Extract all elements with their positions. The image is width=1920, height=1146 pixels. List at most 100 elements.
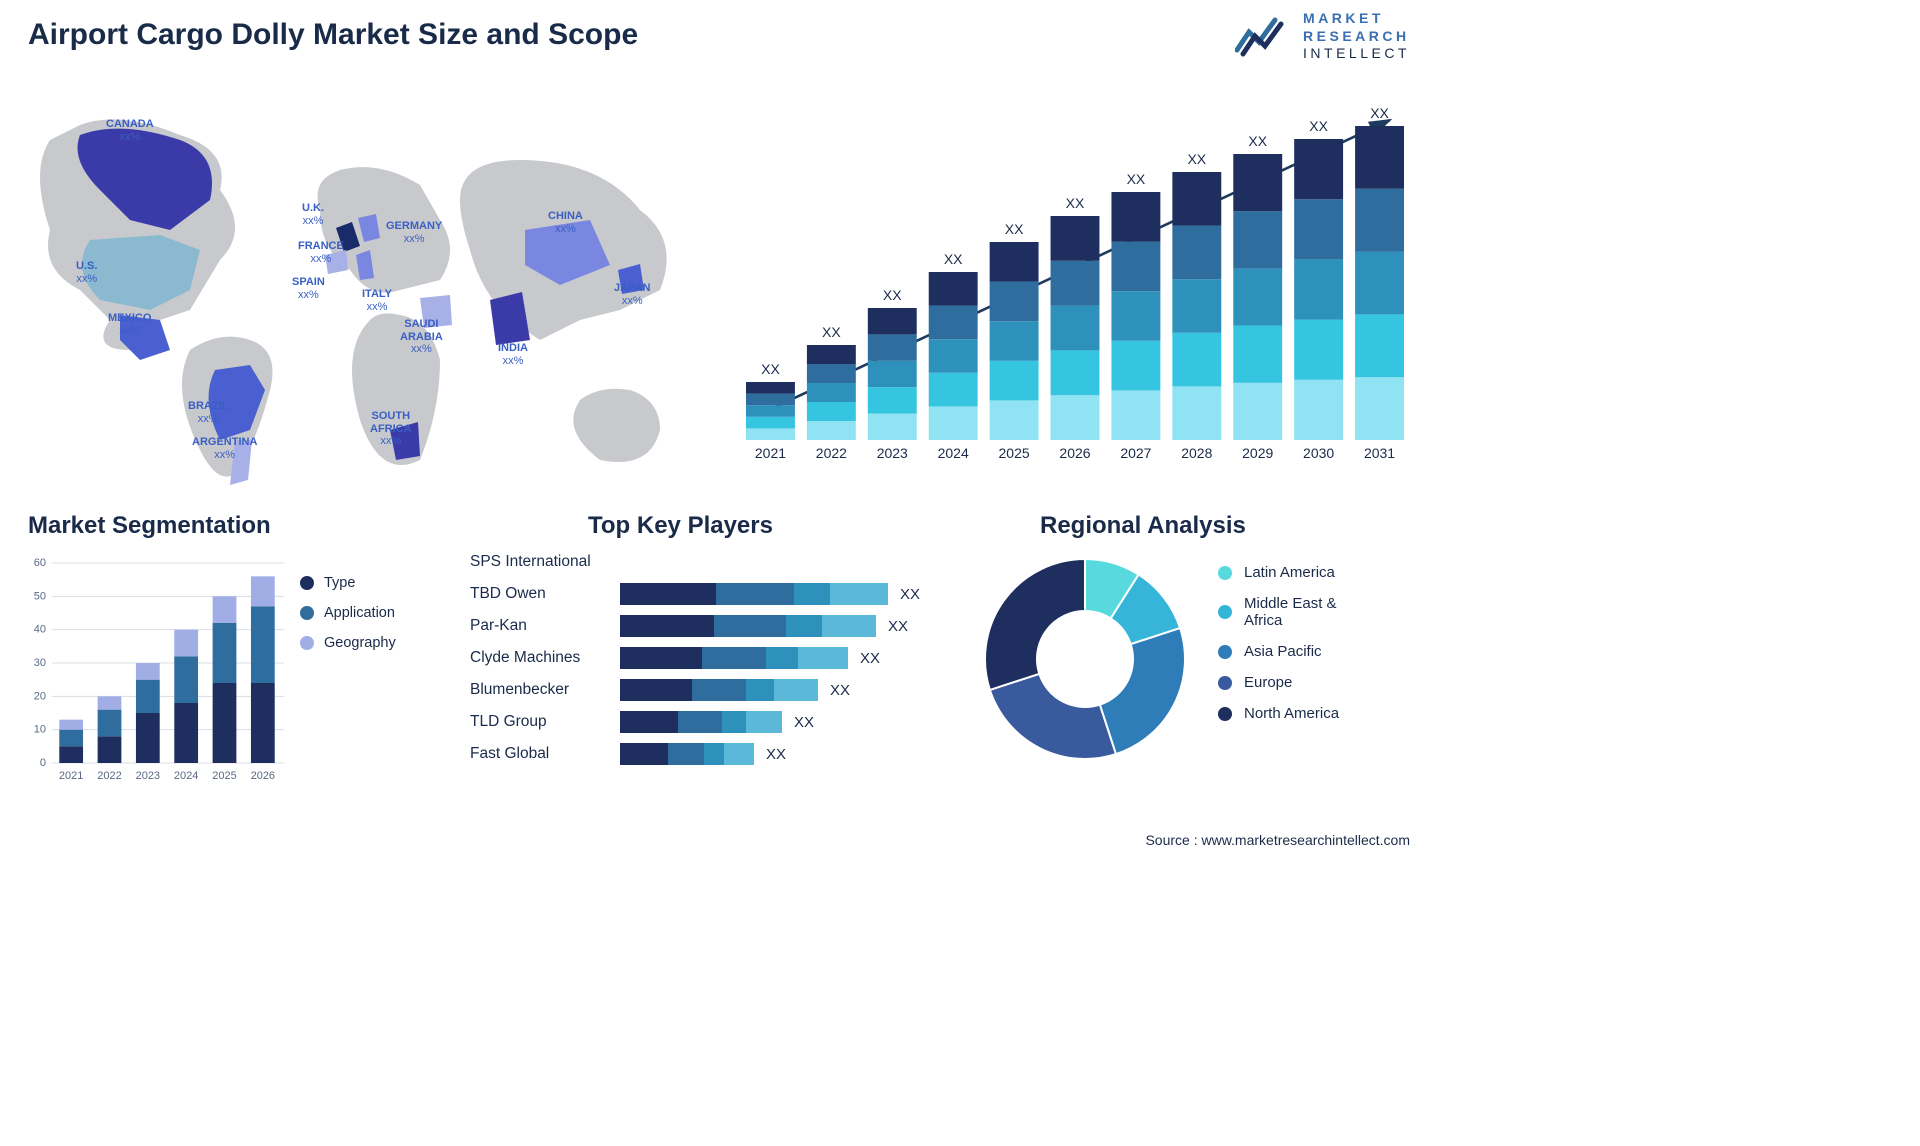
kp-name: SPS International xyxy=(470,553,620,571)
regional-legend: Latin America Middle East &Africa Asia Pac… xyxy=(1218,564,1339,736)
kp-row: Par-Kan XX xyxy=(470,612,970,640)
svg-text:2030: 2030 xyxy=(1303,445,1334,461)
svg-text:XX: XX xyxy=(1370,105,1389,121)
kp-row: TLD Group XX xyxy=(470,708,970,736)
seg-legend-item: Type xyxy=(300,575,396,591)
kp-bar xyxy=(620,647,848,669)
kp-value: XX xyxy=(860,650,880,667)
kp-bar xyxy=(620,711,782,733)
kp-value: XX xyxy=(900,586,920,603)
source-credit: Source : www.marketresearchintellect.com xyxy=(1145,832,1410,848)
map-label-spain: SPAINxx% xyxy=(292,276,325,301)
map-label-brazil: BRAZILxx% xyxy=(188,400,228,425)
svg-text:XX: XX xyxy=(944,251,963,267)
map-label-germany: GERMANYxx% xyxy=(386,220,442,245)
segmentation-legend: Type Application Geography xyxy=(300,575,396,665)
region-legend-item: Middle East &Africa xyxy=(1218,595,1339,629)
svg-text:XX: XX xyxy=(1309,118,1328,134)
svg-text:2027: 2027 xyxy=(1120,445,1151,461)
kp-value: XX xyxy=(794,714,814,731)
svg-text:XX: XX xyxy=(1005,221,1024,237)
svg-text:60: 60 xyxy=(34,557,46,569)
svg-text:2031: 2031 xyxy=(1364,445,1395,461)
kp-bar xyxy=(620,583,888,605)
kp-row: TBD Owen XX xyxy=(470,580,970,608)
world-map: CANADAxx% U.S.xx% MEXICOxx% BRAZILxx% ARGENT… xyxy=(20,90,710,490)
kp-row: Blumenbecker XX xyxy=(470,676,970,704)
svg-text:0: 0 xyxy=(40,757,46,769)
segmentation-svg: 0 10 20 30 40 50 60 2021 2022 2023 2024 2025 2026 xyxy=(28,555,288,785)
kp-name: Clyde Machines xyxy=(470,649,620,667)
map-label-india: INDIAxx% xyxy=(498,342,528,367)
svg-text:2026: 2026 xyxy=(1059,445,1090,461)
svg-text:2024: 2024 xyxy=(938,445,969,461)
kp-bar xyxy=(620,615,876,637)
seg-legend-item: Application xyxy=(300,605,396,621)
regional-donut-svg xyxy=(980,554,1190,764)
kp-name: TBD Owen xyxy=(470,585,620,603)
svg-text:2028: 2028 xyxy=(1181,445,1212,461)
svg-text:XX: XX xyxy=(1187,151,1206,167)
map-label-south-africa: SOUTHAFRICAxx% xyxy=(370,410,412,448)
map-label-japan: JAPANxx% xyxy=(614,282,650,307)
region-legend-item: North America xyxy=(1218,705,1339,722)
kp-name: Par-Kan xyxy=(470,617,620,635)
svg-text:XX: XX xyxy=(1248,133,1267,149)
logo-mark-icon xyxy=(1235,14,1293,58)
region-legend-item: Latin America xyxy=(1218,564,1339,581)
svg-text:30: 30 xyxy=(34,657,46,669)
map-label-france: FRANCExx% xyxy=(298,240,344,265)
kp-value: XX xyxy=(888,618,908,635)
svg-text:50: 50 xyxy=(34,590,46,602)
map-label-u-s-: U.S.xx% xyxy=(76,260,97,285)
map-label-china: CHINAxx% xyxy=(548,210,583,235)
segmentation-chart: 0 10 20 30 40 50 60 2021 2022 2023 2024 2025 2026 xyxy=(28,555,288,785)
svg-text:2022: 2022 xyxy=(97,770,121,782)
forecast-bar-chart: XX 2021 XX 2022 XX 2023 XX 2024 XX 2025 XX 2026 XX 20… xyxy=(740,95,1410,475)
brand-logo: MARKET RESEARCH INTELLECT xyxy=(1235,10,1410,63)
keyplayers-title: Top Key Players xyxy=(588,512,773,540)
kp-name: TLD Group xyxy=(470,713,620,731)
kp-bar xyxy=(620,679,818,701)
region-legend-item: Asia Pacific xyxy=(1218,643,1339,660)
map-label-u-k-: U.K.xx% xyxy=(302,202,324,227)
kp-name: Fast Global xyxy=(470,745,620,763)
map-label-canada: CANADAxx% xyxy=(106,118,154,143)
svg-text:XX: XX xyxy=(1066,195,1085,211)
regional-donut xyxy=(980,554,1190,764)
svg-text:2023: 2023 xyxy=(136,770,160,782)
kp-value: XX xyxy=(766,746,786,763)
seg-legend-item: Geography xyxy=(300,635,396,651)
svg-text:2023: 2023 xyxy=(877,445,908,461)
kp-row: SPS International xyxy=(470,548,970,576)
svg-text:XX: XX xyxy=(883,287,902,303)
kp-row: Fast Global XX xyxy=(470,740,970,768)
map-label-italy: ITALYxx% xyxy=(362,288,392,313)
page-title: Airport Cargo Dolly Market Size and Scop… xyxy=(28,18,638,52)
svg-text:2026: 2026 xyxy=(251,770,275,782)
svg-text:2022: 2022 xyxy=(816,445,847,461)
region-legend-item: Europe xyxy=(1218,674,1339,691)
svg-text:XX: XX xyxy=(822,324,841,340)
forecast-bar-svg: XX 2021 XX 2022 XX 2023 XX 2024 XX 2025 XX 2026 XX 20… xyxy=(740,95,1410,475)
segmentation-title: Market Segmentation xyxy=(28,512,271,540)
svg-text:2024: 2024 xyxy=(174,770,198,782)
map-label-mexico: MEXICOxx% xyxy=(108,312,151,337)
svg-text:XX: XX xyxy=(761,361,780,377)
svg-text:2025: 2025 xyxy=(212,770,236,782)
map-label-argentina: ARGENTINAxx% xyxy=(192,436,257,461)
svg-text:2021: 2021 xyxy=(59,770,83,782)
map-label-saudi-arabia: SAUDIARABIAxx% xyxy=(400,318,443,356)
svg-text:2029: 2029 xyxy=(1242,445,1273,461)
svg-text:40: 40 xyxy=(34,624,46,636)
svg-text:10: 10 xyxy=(34,724,46,736)
svg-text:XX: XX xyxy=(1127,171,1146,187)
svg-text:20: 20 xyxy=(34,690,46,702)
keyplayers-chart: SPS International TBD Owen XX Par-Kan XX Clyd… xyxy=(470,548,970,788)
svg-text:2021: 2021 xyxy=(755,445,786,461)
regional-title: Regional Analysis xyxy=(1040,512,1246,540)
logo-text: MARKET RESEARCH INTELLECT xyxy=(1303,10,1410,63)
svg-text:2025: 2025 xyxy=(999,445,1030,461)
kp-name: Blumenbecker xyxy=(470,681,620,699)
kp-value: XX xyxy=(830,682,850,699)
